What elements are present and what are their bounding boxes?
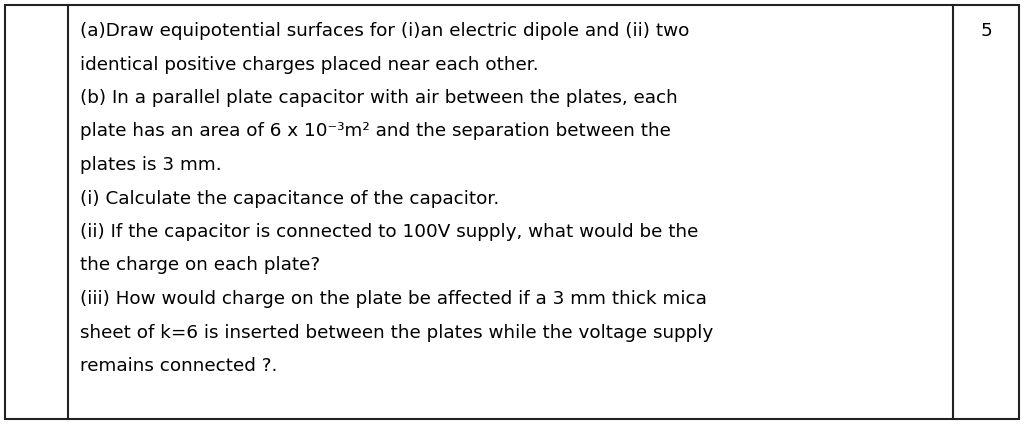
Text: plates is 3 mm.: plates is 3 mm. xyxy=(80,156,221,174)
Text: (iii) How would charge on the plate be affected if a 3 mm thick mica: (iii) How would charge on the plate be a… xyxy=(80,290,707,308)
Text: plate has an area of 6 x 10⁻³m² and the separation between the: plate has an area of 6 x 10⁻³m² and the … xyxy=(80,123,671,140)
Text: remains connected ?.: remains connected ?. xyxy=(80,357,278,375)
Text: (ii) If the capacitor is connected to 100V supply, what would be the: (ii) If the capacitor is connected to 10… xyxy=(80,223,698,241)
Text: (a)Draw equipotential surfaces for (i)an electric dipole and (ii) two: (a)Draw equipotential surfaces for (i)an… xyxy=(80,22,689,40)
Text: (b) In a parallel plate capacitor with air between the plates, each: (b) In a parallel plate capacitor with a… xyxy=(80,89,678,107)
Text: 5: 5 xyxy=(980,22,992,40)
Text: (i) Calculate the capacitance of the capacitor.: (i) Calculate the capacitance of the cap… xyxy=(80,190,500,207)
Text: sheet of k=6 is inserted between the plates while the voltage supply: sheet of k=6 is inserted between the pla… xyxy=(80,324,714,341)
Text: identical positive charges placed near each other.: identical positive charges placed near e… xyxy=(80,56,539,73)
Text: the charge on each plate?: the charge on each plate? xyxy=(80,257,321,274)
